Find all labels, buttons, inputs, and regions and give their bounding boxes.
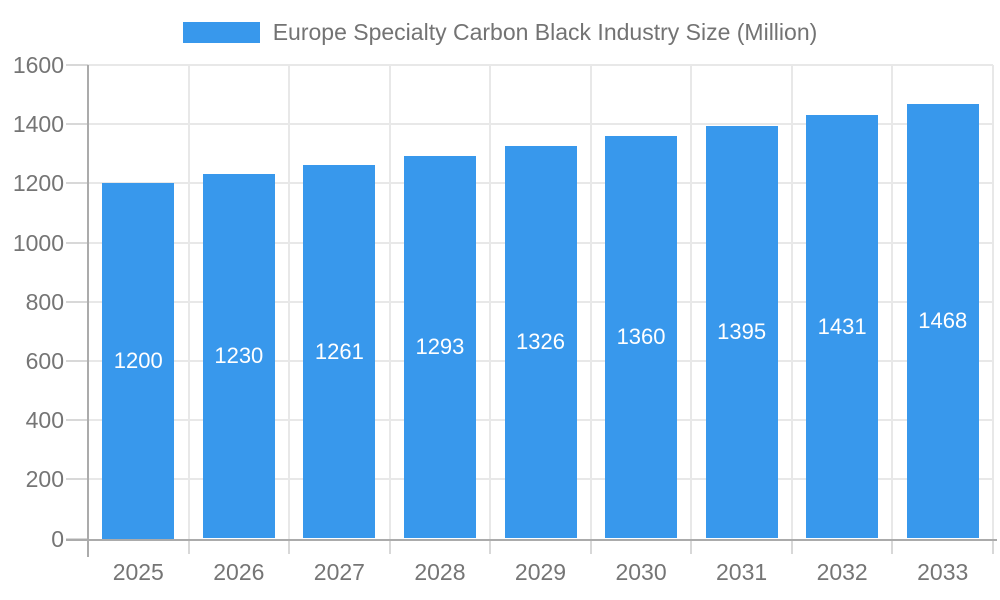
y-axis-tick <box>66 359 88 362</box>
x-axis-tick <box>992 540 994 554</box>
bar-value-label: 1200 <box>113 347 163 373</box>
y-axis-tick-label: 1400 <box>12 111 64 138</box>
gridline-vertical <box>288 65 291 539</box>
x-axis-tick <box>891 540 894 554</box>
bar-value-label: 1431 <box>817 313 867 339</box>
gridline-horizontal <box>88 64 993 66</box>
x-axis-tick-label: 2031 <box>716 559 768 585</box>
gridline-vertical <box>388 65 391 539</box>
bar-2031[interactable]: 1395 <box>705 125 778 539</box>
y-axis-tick-label: 1000 <box>12 229 64 256</box>
bar-2029[interactable]: 1326 <box>504 146 577 539</box>
x-axis-tick <box>388 540 391 554</box>
x-axis-tick <box>288 540 291 554</box>
gridline-vertical <box>187 65 190 539</box>
x-axis-tick-label: 2033 <box>917 559 969 585</box>
gridline-vertical <box>589 65 592 539</box>
x-axis-tick-label: 2026 <box>213 559 265 585</box>
x-axis-tick <box>790 540 793 554</box>
y-axis-tick <box>66 182 88 185</box>
bar-value-label: 1261 <box>314 338 364 364</box>
bar-2030[interactable]: 1360 <box>605 136 678 539</box>
legend-label: Europe Specialty Carbon Black Industry S… <box>272 19 818 45</box>
y-axis-tick <box>66 419 88 422</box>
bar-2025[interactable]: 1200 <box>102 183 175 539</box>
chart-legend[interactable]: Europe Specialty Carbon Black Industry S… <box>0 19 1000 46</box>
bar-value-label: 1360 <box>616 324 666 350</box>
y-axis-tick-label: 600 <box>25 347 64 374</box>
gridline-vertical <box>489 65 492 539</box>
y-axis-tick <box>66 123 88 126</box>
gridline-vertical <box>992 65 994 539</box>
y-axis-tick-label: 200 <box>25 466 64 493</box>
bar-value-label: 1293 <box>415 334 465 360</box>
bar-2032[interactable]: 1431 <box>806 115 879 539</box>
bar-value-label: 1326 <box>516 329 565 355</box>
x-axis-tick-label: 2027 <box>313 559 365 585</box>
bar-2028[interactable]: 1293 <box>403 155 476 539</box>
x-axis-tick-label: 2032 <box>816 559 868 585</box>
y-axis-tick-label: 800 <box>25 288 64 315</box>
gridline-vertical <box>790 65 793 539</box>
bar-value-label: 1230 <box>214 343 264 369</box>
y-axis-tick-label: 0 <box>51 525 64 552</box>
x-axis-tick-label: 2028 <box>414 559 466 585</box>
x-axis-tick-label: 2029 <box>514 559 567 585</box>
bar-2027[interactable]: 1261 <box>303 165 376 539</box>
gridline-horizontal <box>88 123 993 126</box>
x-axis-tick <box>690 540 693 554</box>
x-axis-tick <box>489 540 492 554</box>
x-axis-tick <box>187 540 190 554</box>
gridline-vertical <box>690 65 693 539</box>
x-axis-tick <box>589 540 592 554</box>
x-axis-tick-label: 2030 <box>615 559 667 585</box>
y-axis-tick-label: 400 <box>25 407 64 434</box>
x-axis-tick-label: 2025 <box>112 559 164 585</box>
bar-2033[interactable]: 1468 <box>906 104 979 539</box>
y-axis-tick-label: 1200 <box>12 170 64 197</box>
bar-2026[interactable]: 1230 <box>202 174 275 539</box>
y-axis-tick <box>66 478 88 481</box>
legend-swatch <box>182 22 260 43</box>
bar-value-label: 1395 <box>717 319 767 345</box>
x-axis-line <box>66 538 997 541</box>
bar-value-label: 1468 <box>918 308 968 334</box>
y-axis-tick <box>66 64 88 66</box>
y-axis-tick <box>66 300 88 303</box>
y-axis-tick <box>66 241 88 244</box>
y-axis-line <box>87 65 89 557</box>
gridline-vertical <box>891 65 894 539</box>
y-axis-tick-label: 1600 <box>12 52 64 78</box>
